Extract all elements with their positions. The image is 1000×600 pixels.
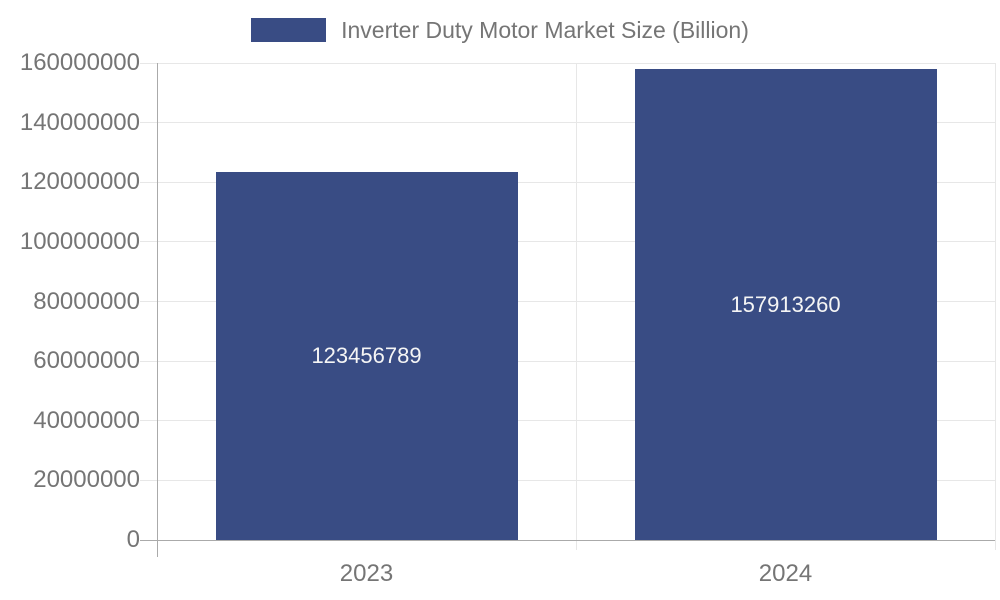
x-gridline <box>575 63 577 550</box>
y-tick-label: 80000000 <box>33 287 140 315</box>
y-tick-label: 40000000 <box>33 406 140 434</box>
y-tick-mark <box>140 420 157 422</box>
x-tick-label: 2024 <box>758 560 813 587</box>
y-tick-label: 60000000 <box>33 347 140 375</box>
y-tick-mark <box>140 241 157 243</box>
y-tick-mark <box>140 62 157 64</box>
y-tick-label: 20000000 <box>33 466 140 494</box>
bar <box>215 171 518 540</box>
y-tick-mark <box>140 301 157 302</box>
y-tick-label: 140000000 <box>19 108 140 136</box>
y-tick-mark <box>140 181 157 183</box>
x-tick-label: 2023 <box>339 560 394 587</box>
y-tick-label: 160000000 <box>19 49 140 76</box>
y-axis-line <box>156 63 158 557</box>
y-tick-label: 0 <box>126 526 140 553</box>
bar-value-label: 123456789 <box>311 342 422 368</box>
y-tick-label: 120000000 <box>19 168 140 196</box>
chart-legend: Inverter Duty Motor Market Size (Billion… <box>0 14 1000 46</box>
x-gridline <box>994 63 996 550</box>
y-tick-label: 100000000 <box>19 227 140 255</box>
legend-swatch <box>251 18 327 42</box>
bar <box>634 69 937 540</box>
y-tick-mark <box>140 479 157 481</box>
y-tick-mark <box>140 360 157 362</box>
legend-label: Inverter Duty Motor Market Size (Billion… <box>341 16 749 43</box>
bar-value-label: 157913260 <box>730 291 841 317</box>
x-axis-line <box>140 539 995 541</box>
y-tick-mark <box>140 122 157 124</box>
